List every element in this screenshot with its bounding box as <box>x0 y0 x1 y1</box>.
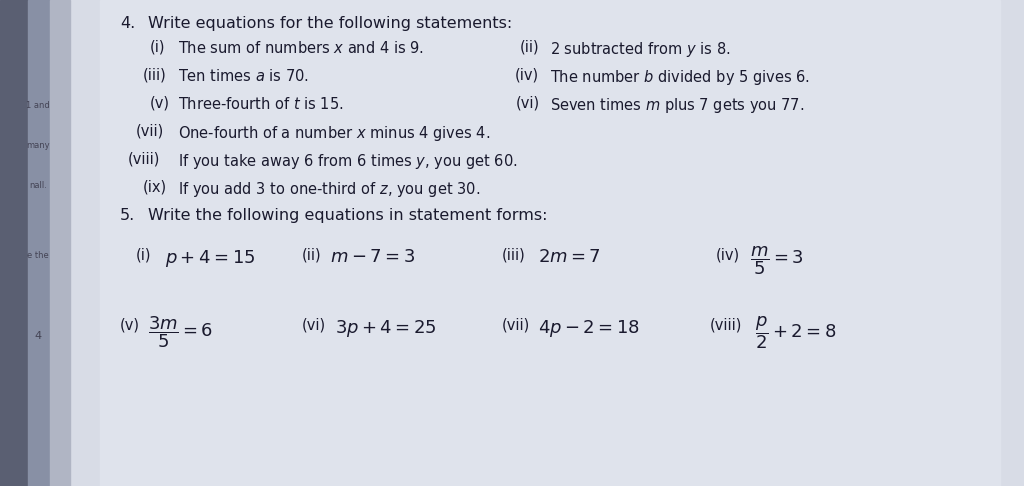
Text: If you add 3 to one-third of $z$, you get 30.: If you add 3 to one-third of $z$, you ge… <box>178 180 480 199</box>
Text: (v): (v) <box>120 318 140 333</box>
Text: $\dfrac{p}{2}+2=8$: $\dfrac{p}{2}+2=8$ <box>755 314 837 350</box>
Text: $\dfrac{m}{5}=3$: $\dfrac{m}{5}=3$ <box>750 244 804 277</box>
Text: (ii): (ii) <box>302 248 322 263</box>
Text: $m-7=3$: $m-7=3$ <box>330 248 415 266</box>
Text: (viii): (viii) <box>128 152 161 167</box>
Text: (vii): (vii) <box>502 318 530 333</box>
Text: many: many <box>27 141 50 151</box>
Text: The sum of numbers $x$ and 4 is 9.: The sum of numbers $x$ and 4 is 9. <box>178 40 424 56</box>
Text: (iv): (iv) <box>716 248 740 263</box>
Bar <box>0 0 28 486</box>
Text: Seven times $m$ plus 7 gets you 77.: Seven times $m$ plus 7 gets you 77. <box>550 96 804 115</box>
Text: (ii): (ii) <box>520 40 540 55</box>
Text: Write equations for the following statements:: Write equations for the following statem… <box>148 16 512 31</box>
Text: The number $b$ divided by 5 gives 6.: The number $b$ divided by 5 gives 6. <box>550 68 810 87</box>
Text: One-fourth of a number $x$ minus 4 gives 4.: One-fourth of a number $x$ minus 4 gives… <box>178 124 490 143</box>
Text: Three-fourth of $t$ is 15.: Three-fourth of $t$ is 15. <box>178 96 344 112</box>
Text: (iii): (iii) <box>143 68 167 83</box>
Text: 4: 4 <box>35 331 42 341</box>
Text: $p+4=15$: $p+4=15$ <box>165 248 255 269</box>
Text: (vi): (vi) <box>302 318 326 333</box>
Text: $3p+4=25$: $3p+4=25$ <box>335 318 437 339</box>
Text: (ix): (ix) <box>143 180 167 195</box>
Text: (iv): (iv) <box>515 68 539 83</box>
Bar <box>50 0 70 486</box>
Text: (i): (i) <box>150 40 166 55</box>
Text: (iii): (iii) <box>502 248 525 263</box>
Text: $2m=7$: $2m=7$ <box>538 248 601 266</box>
Text: nall.: nall. <box>29 181 47 191</box>
Text: Write the following equations in statement forms:: Write the following equations in stateme… <box>148 208 548 223</box>
Bar <box>100 0 1000 486</box>
Text: 4.: 4. <box>120 16 135 31</box>
Text: 1 and: 1 and <box>27 102 50 110</box>
Text: If you take away 6 from 6 times $y$, you get 60.: If you take away 6 from 6 times $y$, you… <box>178 152 518 171</box>
Text: Ten times $a$ is 70.: Ten times $a$ is 70. <box>178 68 309 84</box>
Text: (i): (i) <box>136 248 152 263</box>
Text: $\dfrac{3m}{5}=6$: $\dfrac{3m}{5}=6$ <box>148 314 213 349</box>
Text: (vi): (vi) <box>516 96 540 111</box>
Text: $4p-2=18$: $4p-2=18$ <box>538 318 640 339</box>
Text: (viii): (viii) <box>710 318 742 333</box>
Text: (vii): (vii) <box>136 124 164 139</box>
Text: e the: e the <box>27 251 49 260</box>
Text: 5.: 5. <box>120 208 135 223</box>
Bar <box>28 0 50 486</box>
Text: (v): (v) <box>150 96 170 111</box>
Text: 2 subtracted from $y$ is 8.: 2 subtracted from $y$ is 8. <box>550 40 730 59</box>
